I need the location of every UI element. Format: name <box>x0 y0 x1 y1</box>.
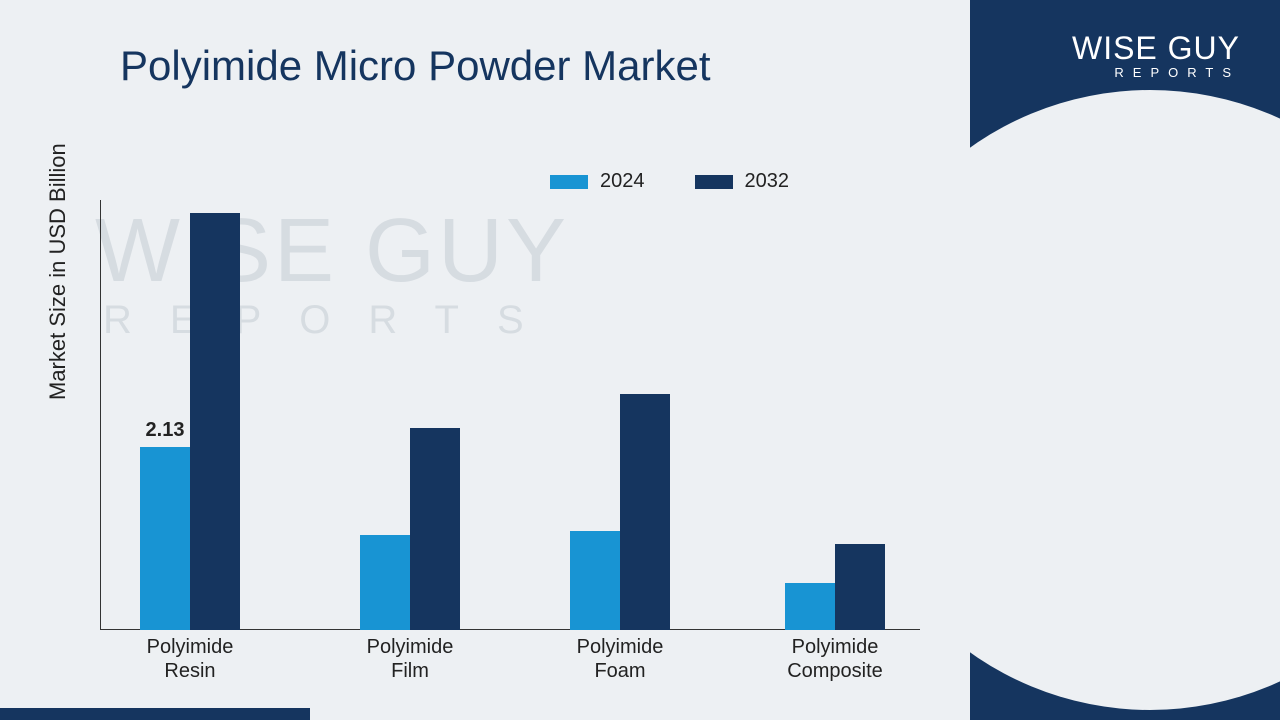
bar-group <box>570 394 670 631</box>
bar-2024 <box>570 531 620 630</box>
category-label: PolyimideFilm <box>340 635 480 683</box>
logo-brand: WISE GUY <box>1072 30 1240 67</box>
category-label: PolyimideComposite <box>765 635 905 683</box>
category-label: PolyimideFoam <box>550 635 690 683</box>
legend-swatch-2032 <box>695 175 733 189</box>
page-title: Polyimide Micro Powder Market <box>120 42 711 90</box>
logo: WISE GUY REPORTS <box>1072 30 1240 80</box>
legend-label-2032: 2032 <box>745 170 790 193</box>
bar-2024 <box>785 583 835 630</box>
legend-label-2024: 2024 <box>600 170 645 193</box>
chart: Market Size in USD Billion 2.13Polyimide… <box>100 200 920 630</box>
y-axis-label: Market Size in USD Billion <box>45 143 71 400</box>
bottom-accent-bar <box>0 708 310 720</box>
bar-group <box>785 544 885 630</box>
bar-2032 <box>835 544 885 630</box>
y-axis-line <box>100 200 101 630</box>
legend-item-2032: 2032 <box>695 170 790 193</box>
bar-value-label: 2.13 <box>146 419 185 442</box>
bar-2024 <box>360 535 410 630</box>
legend-item-2024: 2024 <box>550 170 645 193</box>
bar-2032 <box>190 213 240 630</box>
bar-group: 2.13 <box>140 213 240 630</box>
bar-2032 <box>620 394 670 631</box>
legend: 2024 2032 <box>550 170 789 193</box>
bar-2024: 2.13 <box>140 447 190 630</box>
legend-swatch-2024 <box>550 175 588 189</box>
bar-group <box>360 428 460 630</box>
logo-sub: REPORTS <box>1072 65 1240 80</box>
category-label: PolyimideResin <box>120 635 260 683</box>
bar-2032 <box>410 428 460 630</box>
